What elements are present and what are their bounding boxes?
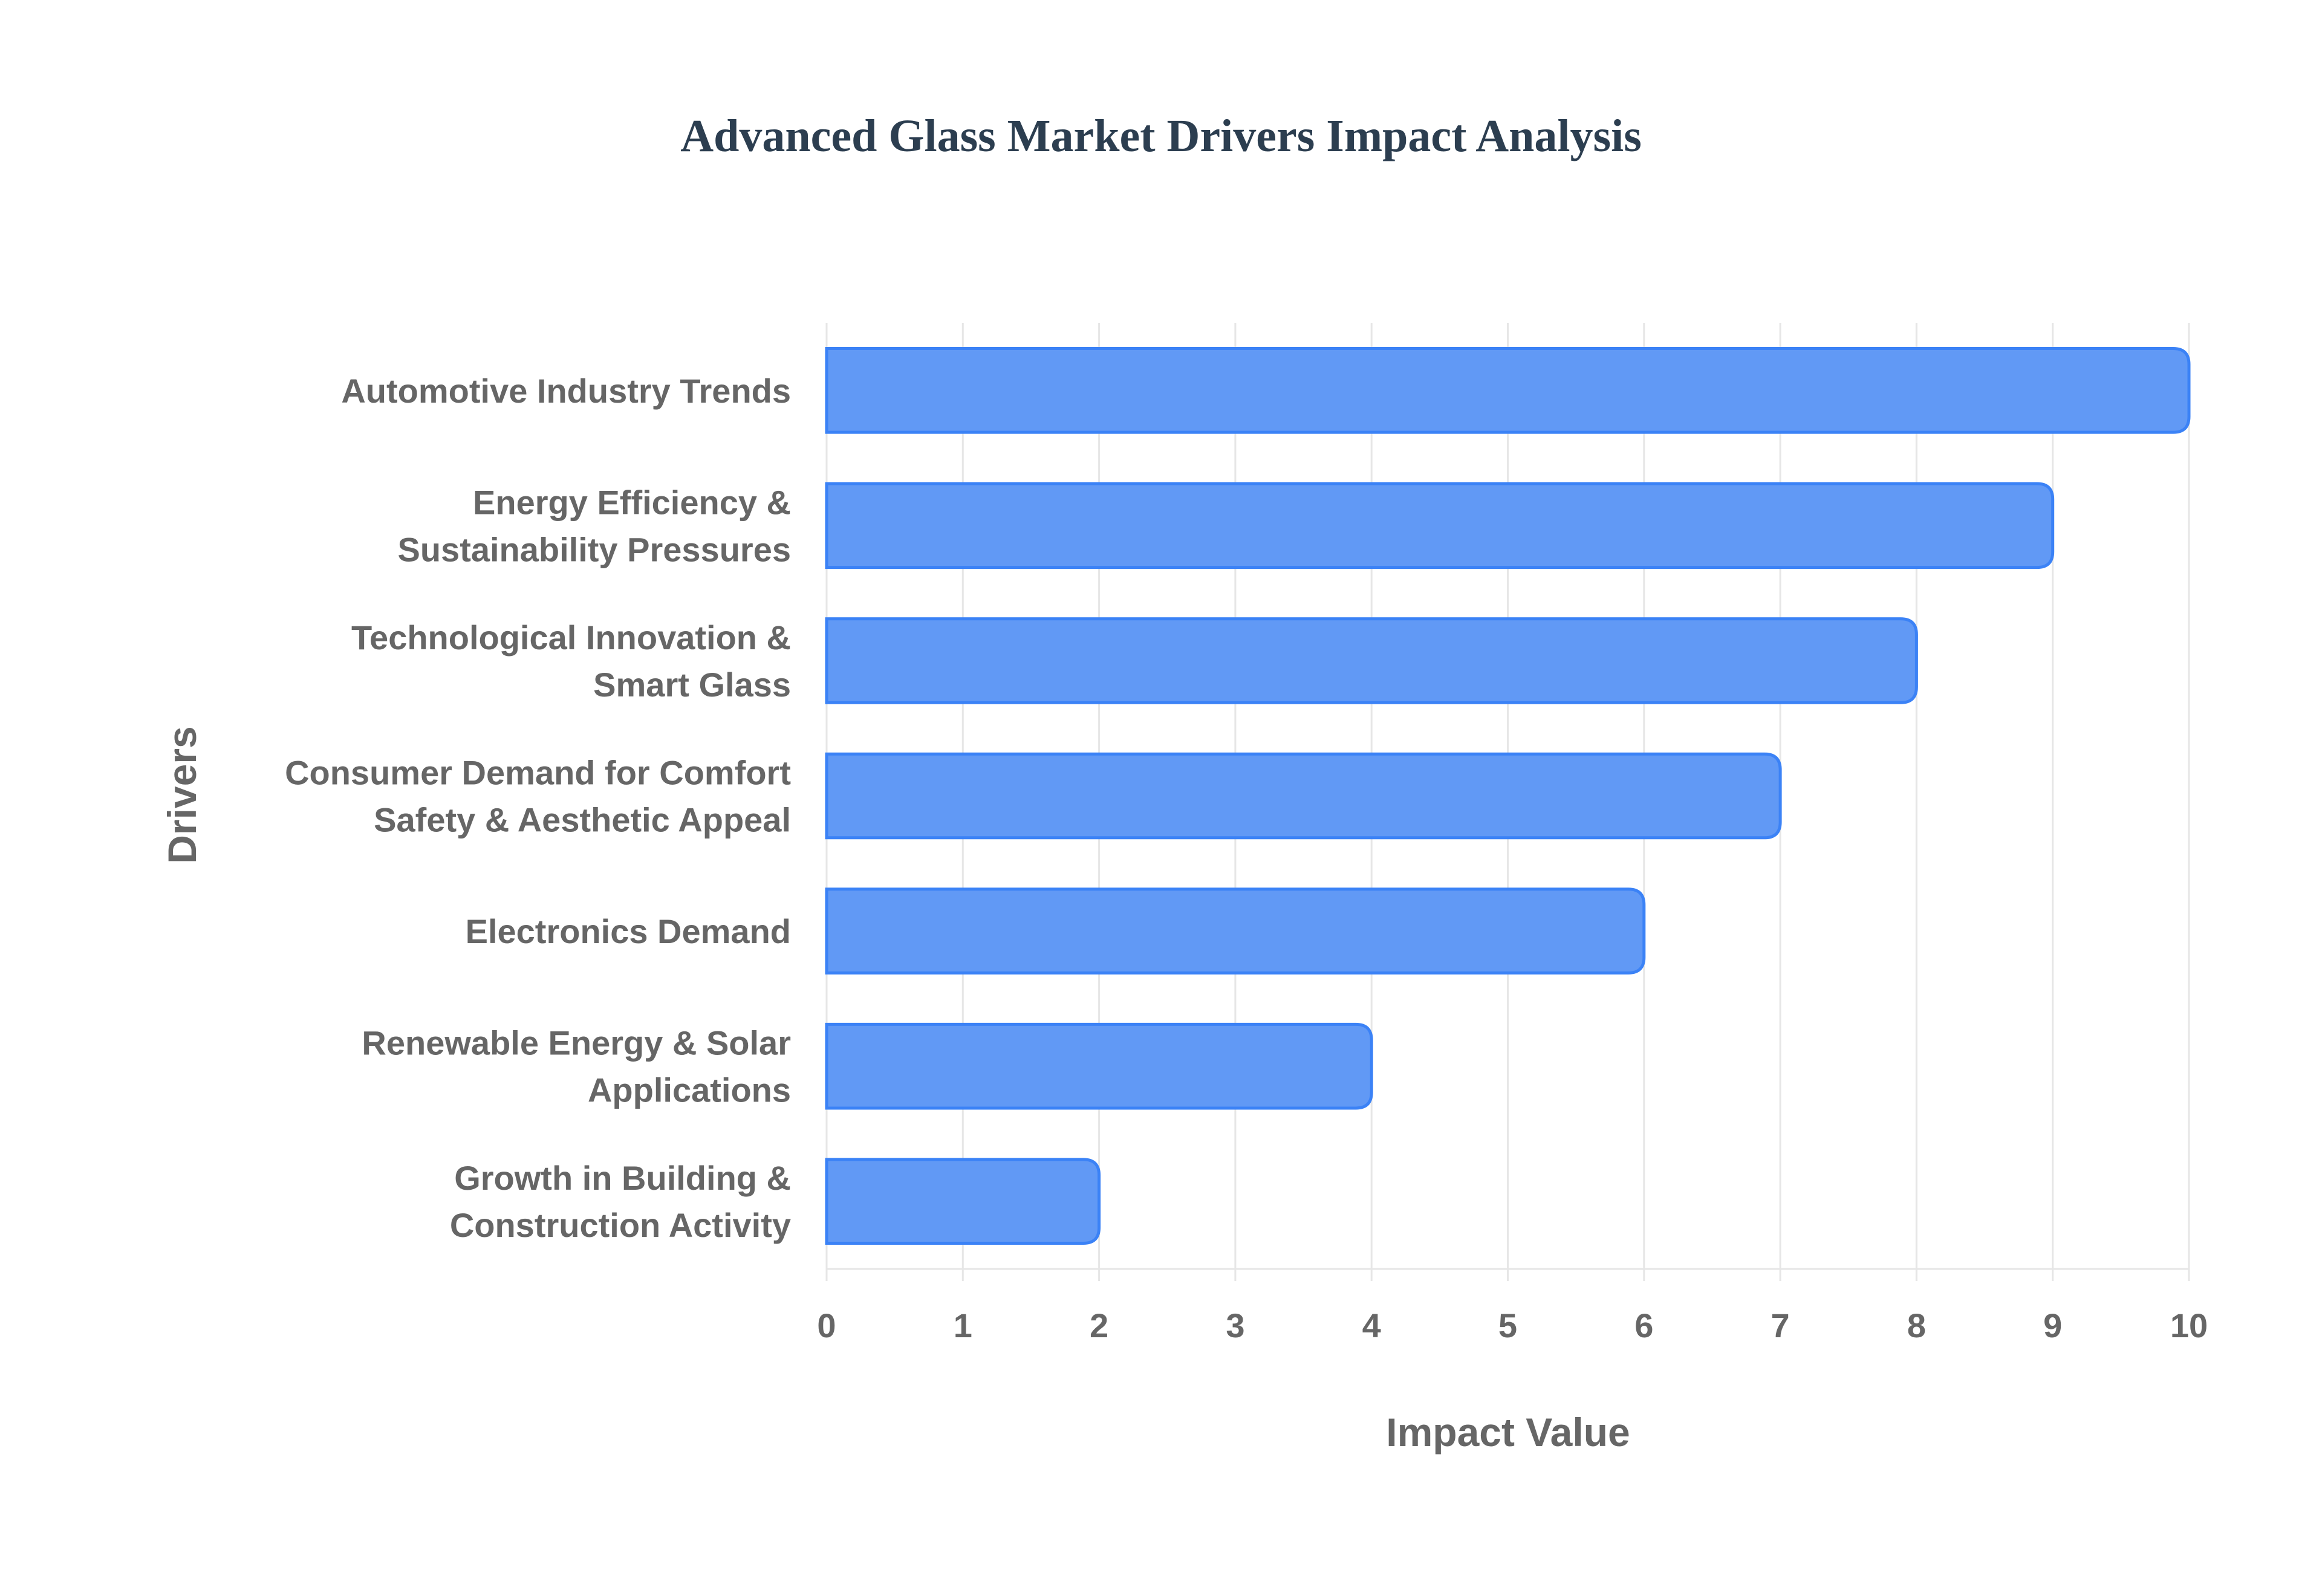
x-tick-label: 7 — [1771, 1306, 1790, 1345]
x-tick-label: 2 — [1090, 1306, 1108, 1345]
bar[interactable] — [825, 752, 1782, 840]
bar[interactable] — [825, 887, 1646, 975]
y-category-label: Growth in Building & — [454, 1159, 791, 1197]
x-tick-label: 8 — [1907, 1306, 1926, 1345]
x-tick-label: 4 — [1362, 1306, 1381, 1345]
bar[interactable] — [825, 1022, 1373, 1110]
y-category-label: Consumer Demand for Comfort — [285, 754, 791, 792]
y-category-label: Smart Glass — [593, 666, 791, 704]
x-tick-label: 3 — [1226, 1306, 1244, 1345]
y-category-label: Technological Innovation & — [351, 618, 791, 657]
x-tick-label: 0 — [817, 1306, 836, 1345]
chart-title: Advanced Glass Market Drivers Impact Ana… — [680, 111, 1642, 161]
bar[interactable] — [825, 482, 2055, 569]
x-tick-label: 6 — [1634, 1306, 1653, 1345]
y-category-label: Electronics Demand — [466, 912, 791, 950]
x-tick-label: 10 — [2170, 1306, 2208, 1345]
y-category-label: Sustainability Pressures — [397, 530, 791, 568]
y-category-label: Safety & Aesthetic Appeal — [374, 801, 791, 839]
y-category-label: Construction Activity — [450, 1206, 791, 1244]
y-category-label: Applications — [588, 1071, 791, 1109]
x-tick-label: 1 — [954, 1306, 972, 1345]
y-category-label: Automotive Industry Trends — [341, 372, 791, 410]
y-category-label: Renewable Energy & Solar — [362, 1024, 791, 1062]
x-axis-title: Impact Value — [1386, 1410, 1630, 1455]
y-axis-title: Drivers — [160, 726, 204, 864]
bar[interactable] — [825, 346, 2191, 434]
y-category-label: Energy Efficiency & — [473, 483, 791, 521]
x-tick-label: 5 — [1498, 1306, 1517, 1345]
bar[interactable] — [825, 617, 1918, 704]
bar[interactable] — [825, 1158, 1101, 1245]
x-tick-label: 9 — [2043, 1306, 2062, 1345]
